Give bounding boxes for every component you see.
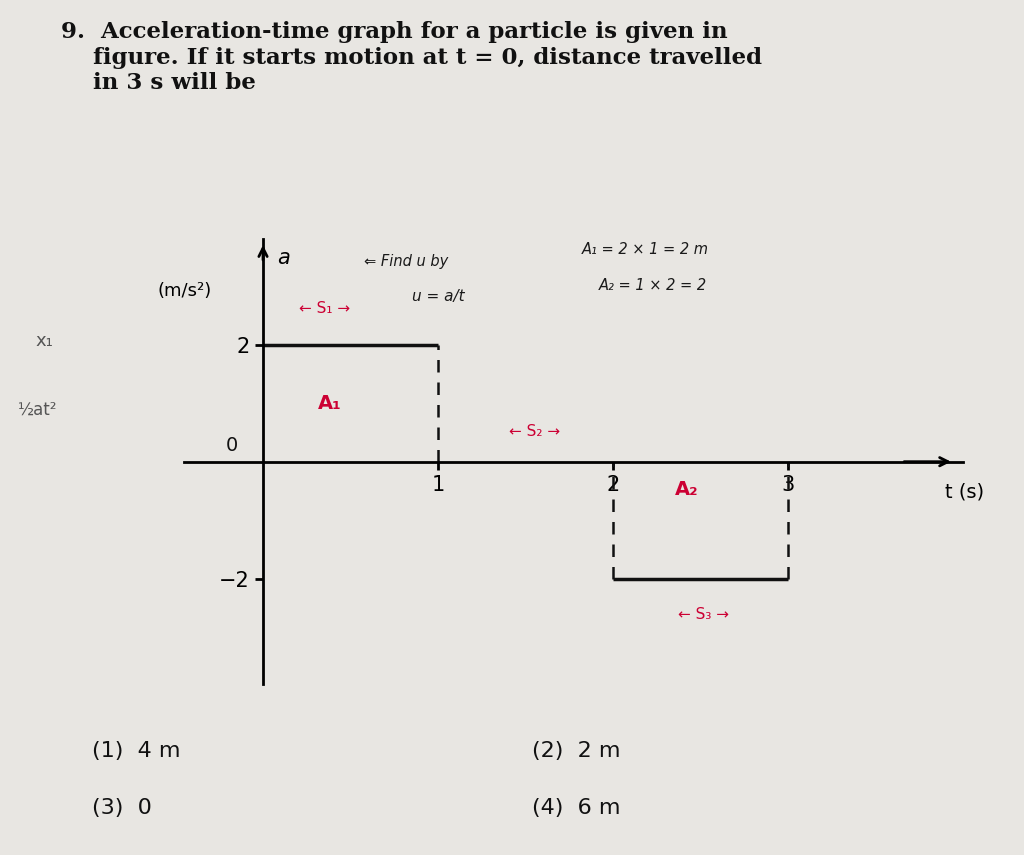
Text: ← S₁ →: ← S₁ → (299, 301, 350, 316)
Text: 0: 0 (225, 436, 238, 455)
Text: ⇐ Find u by: ⇐ Find u by (365, 254, 449, 269)
Text: t (s): t (s) (945, 482, 984, 501)
Text: ← S₂ →: ← S₂ → (509, 424, 560, 439)
Text: (m/s²): (m/s²) (158, 281, 211, 299)
Text: a: a (278, 248, 290, 268)
Text: ← S₃ →: ← S₃ → (678, 607, 729, 622)
Text: (4)  6 m: (4) 6 m (532, 798, 621, 818)
Text: x₁: x₁ (36, 333, 53, 351)
Text: u = a/t: u = a/t (412, 289, 464, 304)
Text: A₁: A₁ (317, 393, 341, 413)
Text: (2)  2 m: (2) 2 m (532, 740, 621, 761)
Text: A₂: A₂ (675, 481, 698, 499)
Text: A₂ = 1 × 2 = 2: A₂ = 1 × 2 = 2 (599, 278, 707, 292)
Text: A₁ = 2 × 1 = 2 m: A₁ = 2 × 1 = 2 m (582, 243, 709, 257)
Text: (1)  4 m: (1) 4 m (92, 740, 180, 761)
Text: (3)  0: (3) 0 (92, 798, 152, 818)
Text: 9.  Acceleration-time graph for a particle is given in
    figure. If it starts : 9. Acceleration-time graph for a particl… (61, 21, 763, 94)
Text: ½at²: ½at² (18, 401, 58, 419)
